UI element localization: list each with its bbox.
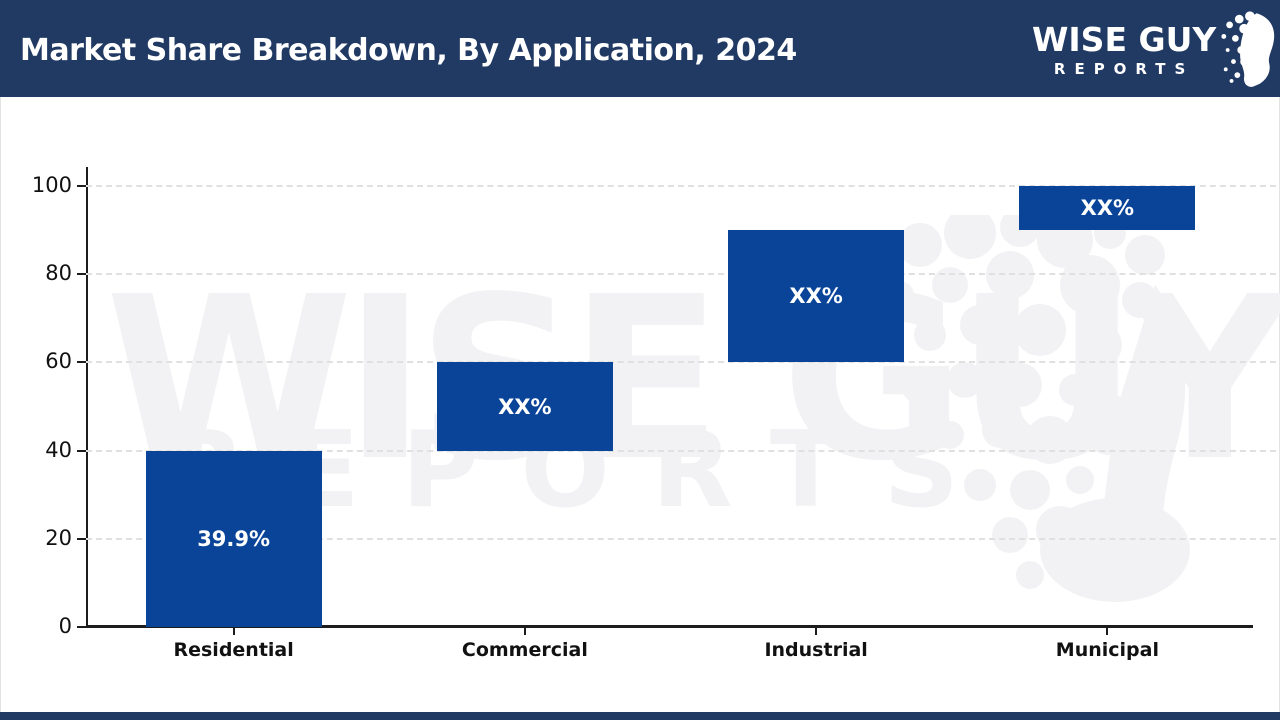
bar-value-label: 39.9% <box>197 527 271 551</box>
bar-value-label: XX% <box>498 394 552 419</box>
gridline <box>86 185 1276 187</box>
y-tick-mark <box>77 185 86 187</box>
brand-name: WISE GUY <box>1032 20 1217 60</box>
bar: XX% <box>728 230 905 363</box>
x-tick-mark <box>523 628 526 635</box>
bar: XX% <box>436 362 613 452</box>
gridline <box>86 537 1276 540</box>
x-tick-label: Commercial <box>461 639 588 661</box>
brand-logo-text: WISE GUY REPORTS <box>1032 20 1217 78</box>
gridline <box>86 273 1276 276</box>
x-tick-label: Industrial <box>764 639 868 661</box>
x-axis <box>86 625 1253 628</box>
bar: XX% <box>1019 186 1196 231</box>
brand-logo: WISE GUY REPORTS <box>1032 8 1275 92</box>
header-bar: Market Share Breakdown, By Application, … <box>0 0 1280 97</box>
x-tick-label: Residential <box>173 639 294 661</box>
y-tick-label: 20 <box>45 525 72 550</box>
bar-value-label: XX% <box>1080 196 1135 221</box>
y-tick-mark <box>77 361 86 364</box>
watermark-head-icon <box>880 215 1190 602</box>
brand-head-icon <box>1221 11 1275 87</box>
x-tick-label: Municipal <box>1055 639 1159 661</box>
y-tick-mark <box>77 626 86 628</box>
chart-title: Market Share Breakdown, By Application, … <box>20 33 797 68</box>
y-axis <box>86 167 88 628</box>
bar-value-label: XX% <box>789 284 843 309</box>
y-tick-label: 100 <box>31 173 72 197</box>
y-tick-mark <box>77 273 86 276</box>
y-tick-label: 40 <box>45 437 72 462</box>
gridline <box>86 449 1276 452</box>
y-tick-label: 0 <box>58 614 72 638</box>
x-tick-mark <box>815 628 818 635</box>
gridline <box>86 361 1276 364</box>
x-tick-mark <box>1106 628 1109 635</box>
y-tick-mark <box>77 537 86 540</box>
y-tick-mark <box>77 449 86 452</box>
bar: 39.9% <box>145 451 322 627</box>
x-tick-mark <box>232 628 235 635</box>
y-tick-label: 80 <box>45 261 72 286</box>
y-tick-label: 60 <box>45 349 72 374</box>
footer-bar <box>0 712 1280 720</box>
brand-subname: REPORTS <box>1053 59 1195 78</box>
